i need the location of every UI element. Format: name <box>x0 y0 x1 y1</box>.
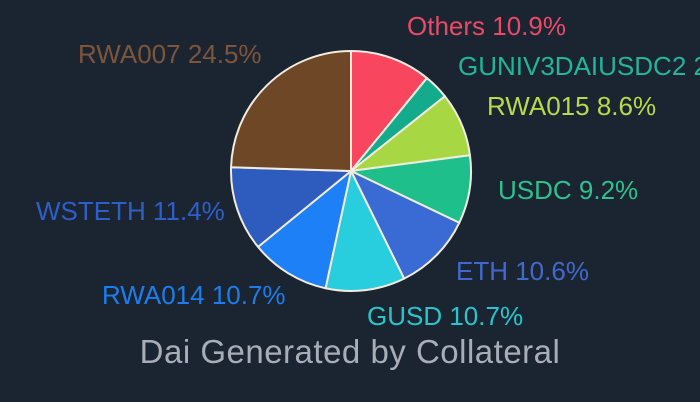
chart-title: Dai Generated by Collateral <box>139 333 561 370</box>
pie-slice-rwa014[interactable] <box>257 170 352 290</box>
pie-slice-rwa007[interactable] <box>230 50 352 172</box>
pie-slice-eth[interactable] <box>350 170 461 280</box>
pie-slice-wsteth[interactable] <box>230 166 352 248</box>
label-rwa007: RWA007 24.5% <box>78 39 262 69</box>
label-usdc: USDC 9.2% <box>498 175 639 205</box>
label-guniv3daiusdc2: GUNIV3DAIUSDC2 2 <box>458 51 700 81</box>
label-wsteth: WSTETH 11.4% <box>36 196 225 226</box>
label-eth: ETH 10.6% <box>456 256 589 286</box>
label-rwa014: RWA014 10.7% <box>102 280 286 310</box>
label-gusd: GUSD 10.7% <box>367 301 524 331</box>
label-others: Others 10.9% <box>407 11 566 41</box>
label-rwa015: RWA015 8.6% <box>487 91 657 121</box>
pie-slice-others[interactable] <box>350 50 428 172</box>
